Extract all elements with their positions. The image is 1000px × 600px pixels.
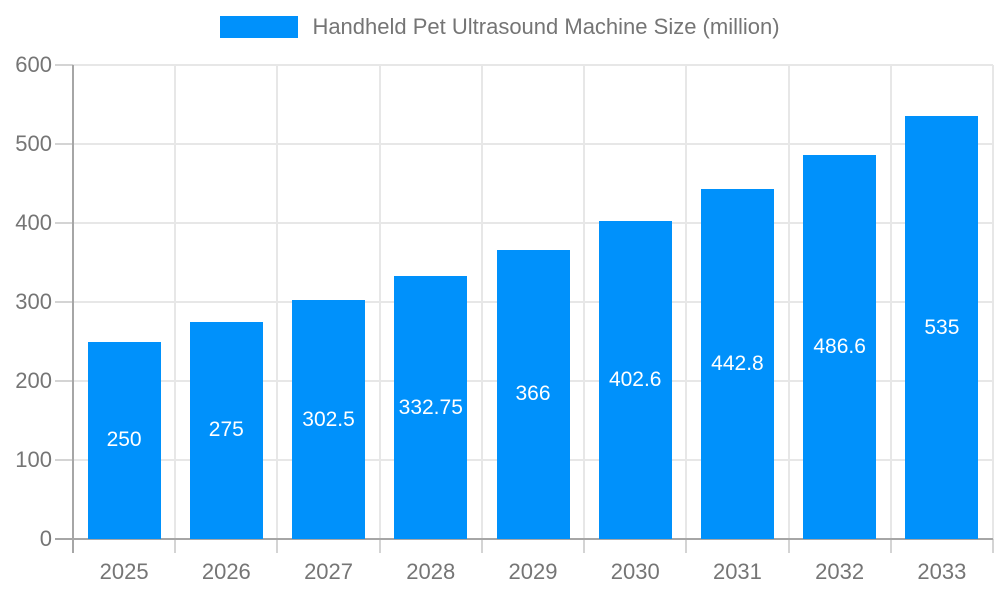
y-axis-label: 0 [39,526,52,551]
bar[interactable] [189,321,263,539]
gridline-vertical [685,65,688,539]
x-axis-tick [276,539,279,553]
x-axis-label: 2033 [917,559,967,584]
y-axis-tick [55,459,73,461]
x-axis-label: 2032 [815,559,865,584]
y-axis-label: 100 [15,447,52,472]
x-axis-tick [174,539,177,553]
bar[interactable] [394,276,468,539]
y-axis-tick [55,301,73,303]
bar[interactable] [496,249,570,539]
x-axis-label: 2026 [201,559,251,584]
bar[interactable] [87,341,161,539]
x-axis-tick [378,539,381,553]
y-axis-label: 300 [15,289,52,314]
gridline-horizontal [73,222,993,224]
gridline-vertical [174,65,177,539]
gridline-vertical [992,65,994,539]
y-axis-tick [55,143,73,145]
y-axis-label: 500 [15,131,52,156]
gridline-vertical [889,65,892,539]
gridline-vertical [276,65,279,539]
gridline-vertical [480,65,483,539]
x-axis-label: 2028 [406,559,456,584]
x-axis-tick [685,539,688,553]
gridline-horizontal [73,143,993,145]
bar[interactable] [598,220,672,539]
x-axis-label: 2030 [610,559,660,584]
gridline-horizontal [73,64,993,66]
y-axis-tick [55,222,73,224]
y-axis-tick [55,380,73,382]
gridline-vertical [378,65,381,539]
x-axis-label: 2027 [304,559,354,584]
bar[interactable] [292,300,366,539]
x-axis-label: 2029 [508,559,558,584]
y-axis-label: 400 [15,210,52,235]
legend-label: Handheld Pet Ultrasound Machine Size (mi… [312,14,780,39]
y-axis-label: 600 [15,52,52,77]
legend[interactable]: Handheld Pet Ultrasound Machine Size (mi… [0,14,1000,40]
x-axis-line [55,538,993,540]
x-axis-label: 2031 [712,559,762,584]
legend-swatch-icon [220,16,299,38]
gridline-vertical [787,65,790,539]
y-axis-label: 200 [15,368,52,393]
x-axis-tick [583,539,586,553]
x-axis-tick [787,539,790,553]
y-axis-line [72,65,74,553]
x-axis-tick [992,539,994,553]
bar[interactable] [905,116,979,539]
bar[interactable] [700,189,774,539]
x-axis-tick [889,539,892,553]
x-axis-label: 2025 [99,559,149,584]
gridline-vertical [583,65,586,539]
x-axis-tick [480,539,483,553]
bar[interactable] [803,154,877,539]
y-axis-tick [55,64,73,66]
